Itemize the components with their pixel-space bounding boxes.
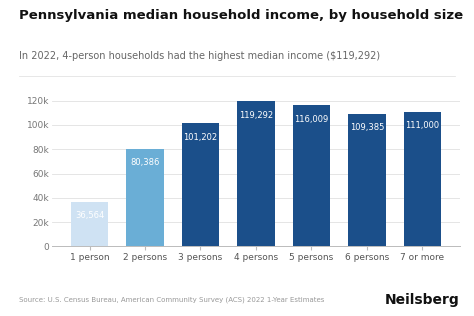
Bar: [126, 149, 164, 246]
Text: In 2022, 4-person households had the highest median income ($119,292): In 2022, 4-person households had the hig…: [19, 51, 380, 61]
Bar: [348, 113, 386, 246]
Text: Source: U.S. Census Bureau, American Community Survey (ACS) 2022 1-Year Estimate: Source: U.S. Census Bureau, American Com…: [19, 297, 324, 303]
Text: 111,000: 111,000: [405, 121, 439, 130]
Text: Neilsberg: Neilsberg: [385, 293, 460, 307]
Text: 109,385: 109,385: [350, 123, 384, 132]
Text: 36,564: 36,564: [75, 211, 104, 220]
Text: 119,292: 119,292: [239, 111, 273, 120]
Bar: [237, 101, 275, 246]
Bar: [71, 202, 109, 246]
Text: 80,386: 80,386: [130, 158, 160, 167]
Text: 116,009: 116,009: [294, 115, 328, 124]
Text: Pennsylvania median household income, by household size: Pennsylvania median household income, by…: [19, 9, 463, 22]
Text: 101,202: 101,202: [183, 133, 218, 142]
Bar: [292, 106, 330, 246]
Bar: [182, 124, 219, 246]
Bar: [403, 112, 441, 246]
